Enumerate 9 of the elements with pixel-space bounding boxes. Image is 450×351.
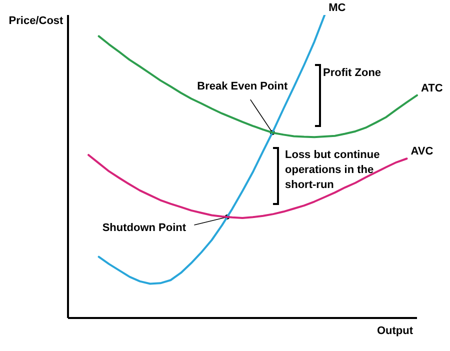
x-axis-title: Output bbox=[376, 325, 414, 337]
series-label: ATC bbox=[421, 82, 443, 94]
y-axis-title: Price/Cost bbox=[8, 15, 64, 27]
series-label: AVC bbox=[410, 146, 434, 158]
series-label: MC bbox=[328, 2, 346, 14]
annotation: Break Even Point bbox=[197, 80, 288, 93]
annotation: Shutdown Point bbox=[102, 222, 186, 234]
annotation: Loss but continue operations in the short-run bbox=[285, 149, 380, 191]
annotation: Profit Zone bbox=[323, 67, 382, 79]
